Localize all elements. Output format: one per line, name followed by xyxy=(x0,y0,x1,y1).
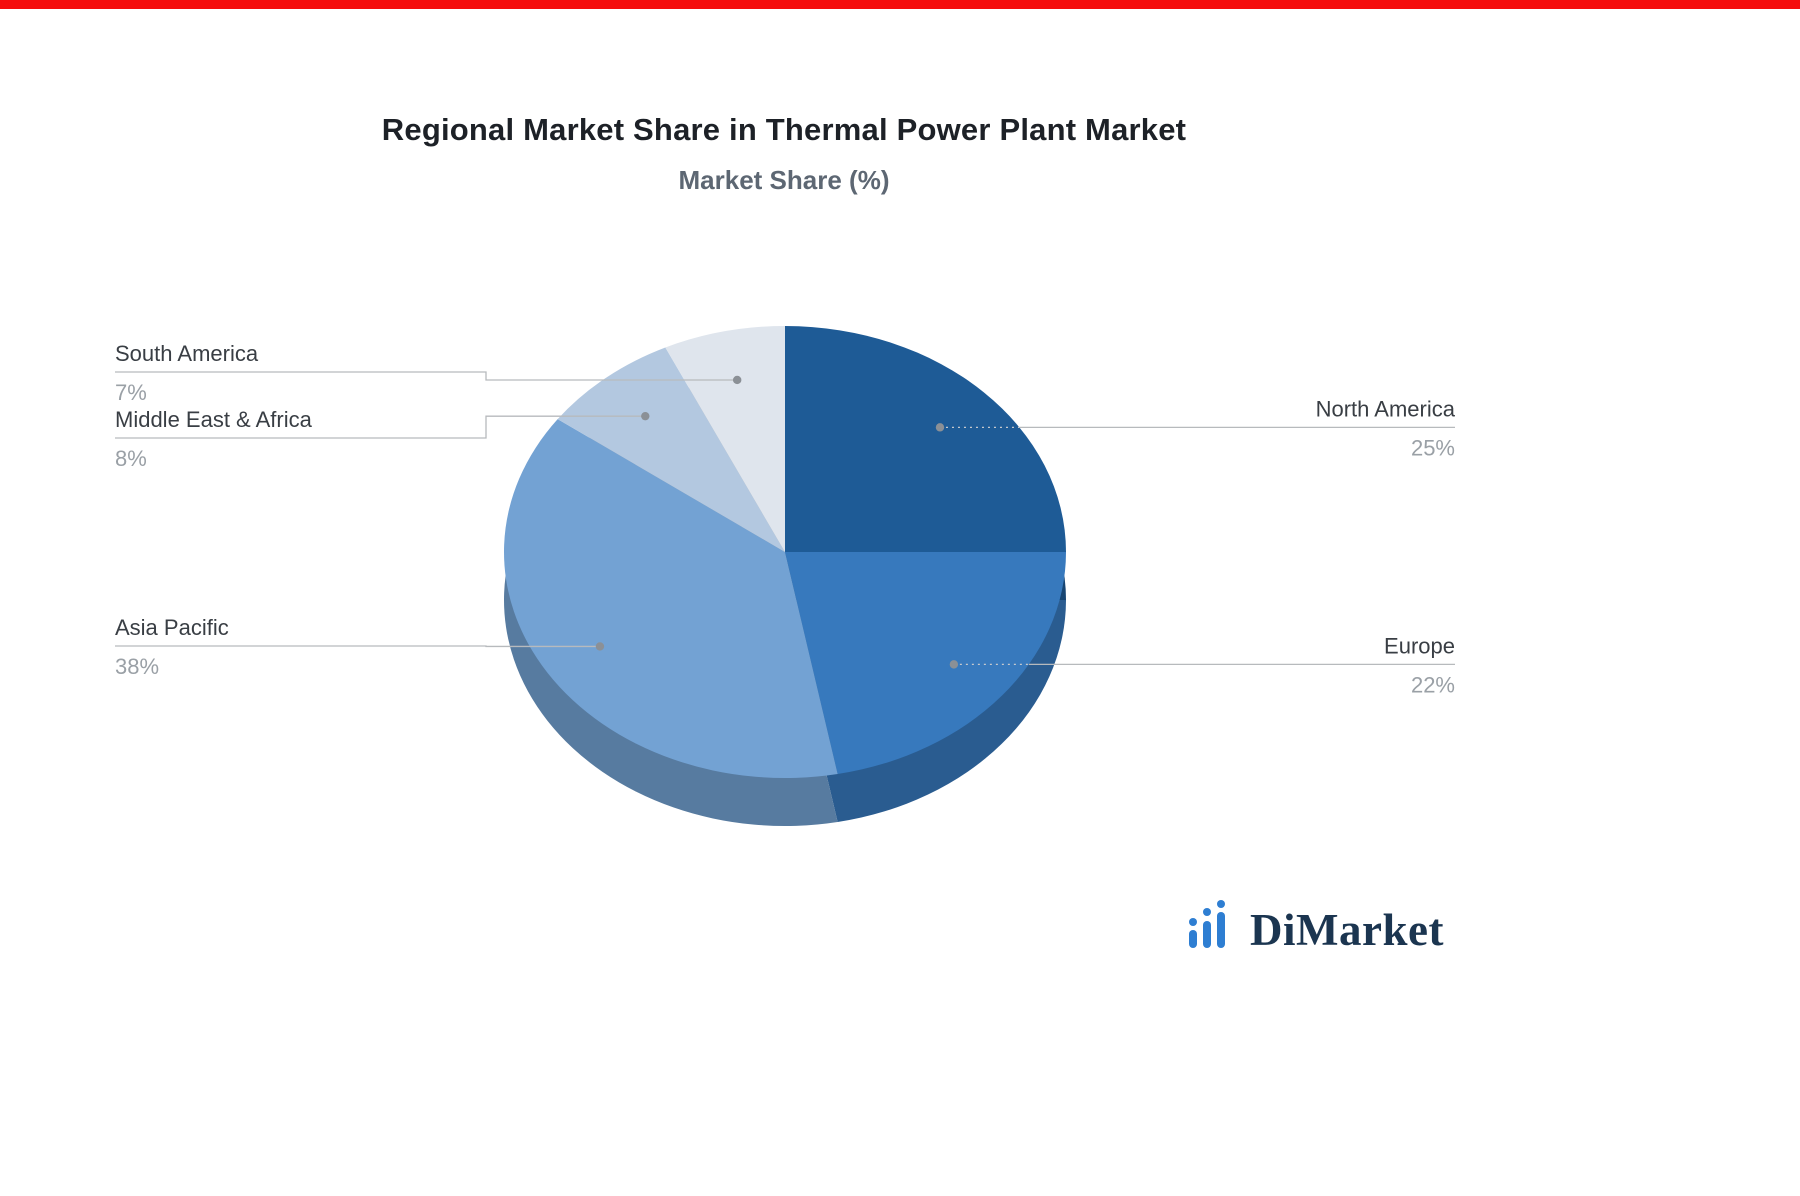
pie-slice-middle-east-africa[interactable] xyxy=(557,347,785,552)
slice-label-europe: Europe xyxy=(1384,633,1455,658)
slice-label-south-america: South America xyxy=(115,341,259,366)
slice-value-north-america: 25% xyxy=(1411,435,1455,460)
slice-label-north-america: North America xyxy=(1316,396,1456,421)
chart-subtitle: Market Share (%) xyxy=(678,165,890,195)
chart-title: Regional Market Share in Thermal Power P… xyxy=(381,112,1187,147)
slice-label-asia-pacific: Asia Pacific xyxy=(115,615,229,640)
leader-line-south-america xyxy=(115,371,738,381)
pie-slice-asia-pacific[interactable] xyxy=(503,419,838,779)
slice-value-south-america: 7% xyxy=(115,380,147,405)
top-accent-bar xyxy=(0,0,1800,9)
leader-line-middle-east-africa xyxy=(115,415,646,439)
slice-value-asia-pacific: 38% xyxy=(115,654,159,679)
brand-name: DiMarket xyxy=(1250,904,1444,955)
pie-slice-south-america[interactable] xyxy=(665,326,785,552)
pie-slice-europe[interactable] xyxy=(785,552,1066,774)
slice-value-middle-east-africa: 8% xyxy=(115,446,147,471)
pie-slice-north-america[interactable] xyxy=(785,326,1066,552)
slice-label-middle-east-africa: Middle East & Africa xyxy=(115,407,313,432)
leader-dot-europe xyxy=(949,660,959,669)
leader-dot-south-america xyxy=(732,375,742,385)
chart-header: Regional Market Share in Thermal Power P… xyxy=(0,112,1568,196)
leader-dot-north-america xyxy=(935,423,945,432)
pie-label-layer: North America 25% Europe 22% Asia Pacific 38%… xyxy=(115,341,1456,697)
bar-chart-logo-icon xyxy=(1189,900,1225,948)
leader-dot-asia-pacific xyxy=(595,642,605,651)
leader-dot-middle-east-africa xyxy=(641,411,650,421)
brand-logo: DiMarket xyxy=(1185,899,1444,955)
slice-value-europe: 22% xyxy=(1411,672,1455,697)
pie-slice-layer xyxy=(503,326,1066,779)
